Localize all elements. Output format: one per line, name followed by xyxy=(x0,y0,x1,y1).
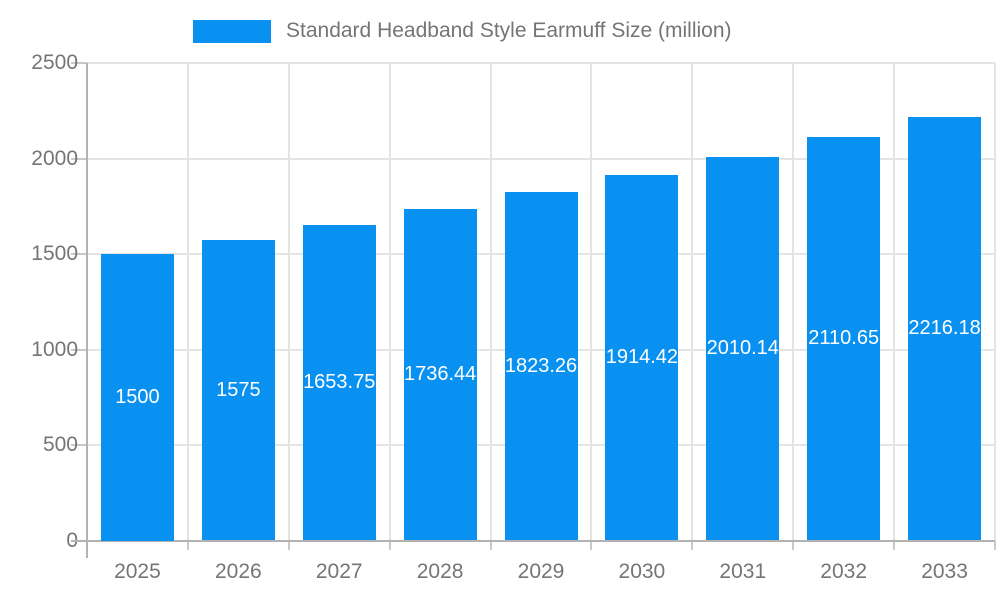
bar-value-label: 2010.14 xyxy=(706,337,779,360)
gridline-v-3 xyxy=(388,63,391,541)
x-axis-label-2028: 2028 xyxy=(416,560,464,583)
bar-value-label: 1736.44 xyxy=(403,363,477,386)
x-axis-label-2031: 2031 xyxy=(719,560,767,583)
x-tick-4 xyxy=(489,540,492,550)
x-axis-label-2032: 2032 xyxy=(820,560,868,583)
bar-value-label: 2110.65 xyxy=(808,327,880,350)
x-axis-label-2026: 2026 xyxy=(214,560,262,583)
gridline-v-2 xyxy=(287,63,290,541)
x-axis-label-2029: 2029 xyxy=(517,560,565,583)
x-tick-7 xyxy=(792,540,795,550)
gridline-v-5 xyxy=(590,63,593,541)
gridline-v-1 xyxy=(186,63,189,541)
y-axis-line xyxy=(86,63,88,558)
x-tick-9 xyxy=(994,540,996,550)
bar-2032[interactable]: 2110.65 xyxy=(807,137,881,541)
y-axis-label-2000: 2000 xyxy=(31,146,78,170)
bar-value-label: 1914.42 xyxy=(605,346,679,369)
legend[interactable]: Standard Headband Style Earmuff Size (mi… xyxy=(193,19,732,43)
y-axis-label-2500: 2500 xyxy=(31,51,78,74)
y-axis-label-1500: 1500 xyxy=(31,242,78,265)
x-tick-1 xyxy=(186,540,189,550)
y-tick-1000 xyxy=(71,348,87,351)
bar-2027[interactable]: 1653.75 xyxy=(302,224,376,541)
y-axis-label-0: 0 xyxy=(8,528,78,554)
gridline-h-2000 xyxy=(87,157,995,160)
y-tick-500 xyxy=(71,444,87,446)
gridline-v-4 xyxy=(489,63,492,541)
bar-2031[interactable]: 2010.14 xyxy=(706,156,780,541)
gridline-v-6 xyxy=(691,63,694,541)
bar-2025[interactable]: 1500 xyxy=(100,254,174,541)
x-tick-2 xyxy=(287,540,290,550)
bar-value-label: 2216.18 xyxy=(908,317,981,340)
x-tick-6 xyxy=(691,540,694,550)
y-axis-label-500: 500 xyxy=(42,433,78,456)
x-tick-5 xyxy=(590,540,593,550)
gridline-v-8 xyxy=(893,63,896,541)
gridline-h-2500 xyxy=(87,62,995,64)
bar-value-label: 1823.26 xyxy=(504,354,578,377)
bar-2026[interactable]: 1575 xyxy=(201,239,275,541)
bar-2033[interactable]: 2216.18 xyxy=(908,117,982,541)
bar-value-label: 1653.75 xyxy=(303,371,376,394)
x-tick-8 xyxy=(893,540,896,550)
y-tick-1500 xyxy=(71,253,87,255)
x-axis-label-2033: 2033 xyxy=(921,560,968,583)
legend-swatch xyxy=(193,19,271,43)
bar-2028[interactable]: 1736.44 xyxy=(403,208,477,541)
x-axis-label-2025: 2025 xyxy=(114,560,161,583)
bar-2029[interactable]: 1823.26 xyxy=(504,192,578,541)
bar-2030[interactable]: 1914.42 xyxy=(605,174,679,541)
y-tick-2500 xyxy=(71,62,87,64)
y-tick-2000 xyxy=(71,157,87,160)
x-axis-line xyxy=(71,539,995,542)
bar-value-label: 1575 xyxy=(216,378,261,401)
gridline-v-7 xyxy=(792,63,795,541)
bar-value-label: 1500 xyxy=(115,385,160,408)
x-tick-3 xyxy=(388,540,391,550)
y-axis-label-1000: 1000 xyxy=(31,337,78,361)
gridline-v-9 xyxy=(994,63,996,541)
legend-label: Standard Headband Style Earmuff Size (mi… xyxy=(286,19,732,42)
x-axis-label-2030: 2030 xyxy=(618,560,666,583)
x-axis-label-2027: 2027 xyxy=(315,560,363,583)
